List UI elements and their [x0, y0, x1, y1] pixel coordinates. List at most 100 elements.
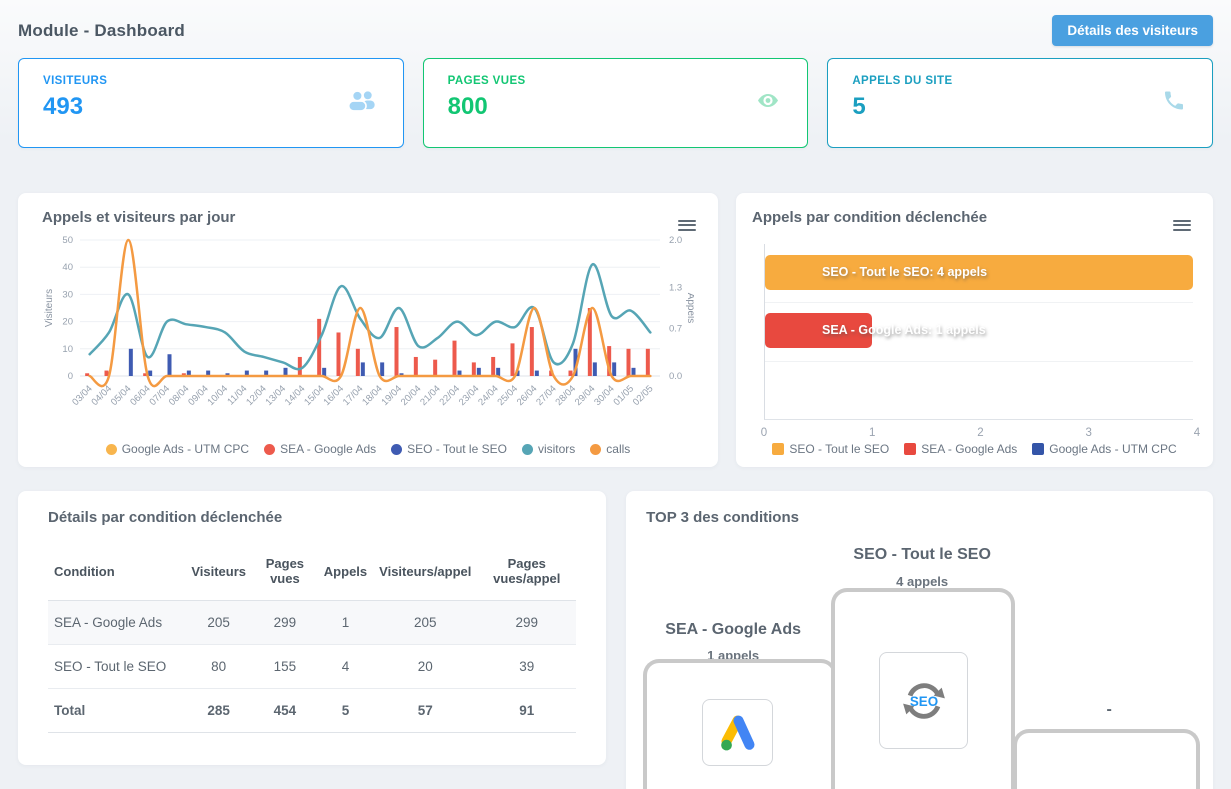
stat-value: 5 [852, 93, 866, 120]
stat-value: 800 [447, 93, 488, 120]
legend-swatch [1032, 443, 1045, 455]
google-ads-icon [702, 699, 774, 766]
chart-title: Appels et visiteurs par jour [42, 209, 236, 226]
legend-swatch [904, 443, 917, 455]
hbar-legend: SEO - Tout le SEO SEA - Google Ads Googl… [736, 442, 1213, 456]
legend-dot [391, 443, 403, 455]
seo-icon: SEO [879, 652, 969, 749]
legend-dot [590, 443, 602, 455]
svg-text:27/04: 27/04 [534, 383, 559, 408]
svg-text:23/04: 23/04 [457, 383, 482, 408]
svg-text:50: 50 [62, 235, 73, 246]
table-total-row: Total 285 454 5 57 91 [48, 688, 577, 733]
svg-text:17/04: 17/04 [341, 383, 366, 408]
top3-conditions-card: TOP 3 des conditions SEO - Tout le SEO 4… [626, 491, 1213, 789]
svg-text:40: 40 [62, 262, 73, 273]
legend-label: Google Ads - UTM CPC [1049, 442, 1177, 456]
svg-text:18/04: 18/04 [360, 383, 385, 408]
svg-text:14/04: 14/04 [283, 383, 308, 408]
daily-calls-visitors-chart-card: Appels et visiteurs par jour 0 10 20 30 40 50… [18, 193, 718, 467]
svg-text:21/04: 21/04 [418, 383, 443, 408]
svg-text:02/05: 02/05 [631, 383, 656, 408]
podium-2-name: SEA - Google Ads [665, 621, 801, 638]
svg-text:22/04: 22/04 [438, 383, 463, 408]
svg-text:16/04: 16/04 [322, 383, 347, 408]
svg-text:26/04: 26/04 [515, 383, 540, 408]
chart-menu-icon[interactable] [678, 217, 696, 233]
legend-label: calls [606, 442, 631, 456]
legend-label: SEA - Google Ads [921, 442, 1018, 456]
legend-label: SEO - Tout le SEO [407, 442, 507, 456]
chart-title: Appels par condition déclenchée [752, 209, 988, 226]
svg-text:SEO: SEO [910, 693, 938, 708]
svg-text:03/04: 03/04 [70, 383, 95, 408]
svg-text:07/04: 07/04 [148, 383, 173, 408]
page-title: Module - Dashboard [18, 20, 185, 40]
column-header: Pages vues [252, 542, 318, 601]
chart-menu-icon[interactable] [1173, 217, 1191, 233]
stat-card-appels: APPELS DU SITE 5 [827, 58, 1214, 148]
stat-label: APPELS DU SITE [852, 75, 953, 87]
svg-text:12/04: 12/04 [244, 383, 269, 408]
svg-text:08/04: 08/04 [167, 383, 192, 408]
legend-dot [105, 443, 117, 455]
svg-text:30/04: 30/04 [592, 383, 617, 408]
table-row: SEO - Tout le SEO 80 155 4 20 39 [48, 644, 577, 689]
svg-text:06/04: 06/04 [128, 383, 153, 408]
svg-text:01/05: 01/05 [612, 383, 637, 408]
legend-item[interactable]: Google Ads - UTM CPC [1032, 442, 1177, 456]
podium-1-calls: 4 appels [896, 574, 949, 589]
bottom-row: Détails par condition déclenchée Conditi… [18, 491, 1213, 789]
legend-item[interactable]: SEA - Google Ads [904, 442, 1017, 456]
svg-text:28/04: 28/04 [554, 383, 579, 408]
hbar-plot: SEO - Tout le SEO: 4 appels SEA - Google… [764, 244, 1193, 420]
legend-item[interactable]: SEO - Tout le SEO [391, 442, 507, 456]
svg-text:1.3: 1.3 [669, 283, 682, 294]
legend-item[interactable]: Google Ads - UTM CPC [105, 442, 250, 456]
svg-text:19/04: 19/04 [380, 383, 405, 408]
combo-chart: 0 10 20 30 40 50 0.0 0.7 1.3 2.0 Visiteurs Appels 03… [44, 235, 696, 408]
podium-1-name: SEO - Tout le SEO [853, 546, 991, 563]
column-header: Appels [317, 542, 374, 601]
stat-value: 493 [43, 93, 84, 120]
condition-details-table: Condition Visiteurs Pages vues Appels Vi… [48, 542, 577, 733]
stat-card-visiteurs: VISITEURS 493 [18, 58, 404, 148]
table-header-row: Condition Visiteurs Pages vues Appels Vi… [48, 542, 577, 601]
top3-title: TOP 3 des conditions [646, 509, 799, 526]
legend-dot [264, 443, 276, 455]
legend-label: Google Ads - UTM CPC [121, 442, 250, 456]
svg-text:30: 30 [62, 289, 73, 300]
hbar-sea: SEA - Google Ads: 1 appels [765, 313, 986, 348]
stat-card-pages-vues: PAGES VUES 800 [422, 58, 809, 148]
svg-text:20: 20 [62, 317, 73, 328]
svg-text:10/04: 10/04 [206, 383, 231, 408]
calls-by-condition-chart-card: Appels par condition déclenchée SEO - To… [736, 193, 1213, 467]
svg-text:0.7: 0.7 [669, 323, 682, 334]
stat-label: PAGES VUES [447, 75, 526, 87]
page-header: Module - Dashboard Détails des visiteurs [18, 0, 1213, 58]
legend-item[interactable]: SEA - Google Ads [264, 442, 376, 456]
column-header: Pages vues/appel [477, 542, 577, 601]
legend-item[interactable]: SEO - Tout le SEO [772, 442, 889, 456]
stat-cards-row: VISITEURS 493 PAGES VUES 800 [18, 58, 1214, 148]
svg-text:Appels: Appels [685, 293, 694, 324]
podium-step-3 [1013, 729, 1201, 789]
svg-text:20/04: 20/04 [399, 383, 424, 408]
visitor-details-button[interactable]: Détails des visiteurs [1052, 15, 1213, 46]
table-title: Détails par condition déclenchée [48, 509, 283, 526]
svg-text:24/04: 24/04 [476, 383, 501, 408]
legend-label: SEA - Google Ads [280, 442, 377, 456]
eye-icon [755, 91, 781, 116]
column-header: Visiteurs/appel [373, 542, 478, 601]
svg-text:05/04: 05/04 [109, 383, 134, 408]
legend-item[interactable]: calls [590, 442, 630, 456]
legend-item[interactable]: visitors [521, 442, 576, 456]
podium-3-name: - [1106, 701, 1112, 718]
phone-icon [1162, 89, 1186, 118]
svg-text:09/04: 09/04 [186, 383, 211, 408]
svg-text:15/04: 15/04 [302, 383, 327, 408]
legend-label: visitors [537, 442, 576, 456]
charts-row: Appels et visiteurs par jour 0 10 20 30 40 50… [18, 193, 1213, 467]
legend-dot [521, 443, 533, 455]
